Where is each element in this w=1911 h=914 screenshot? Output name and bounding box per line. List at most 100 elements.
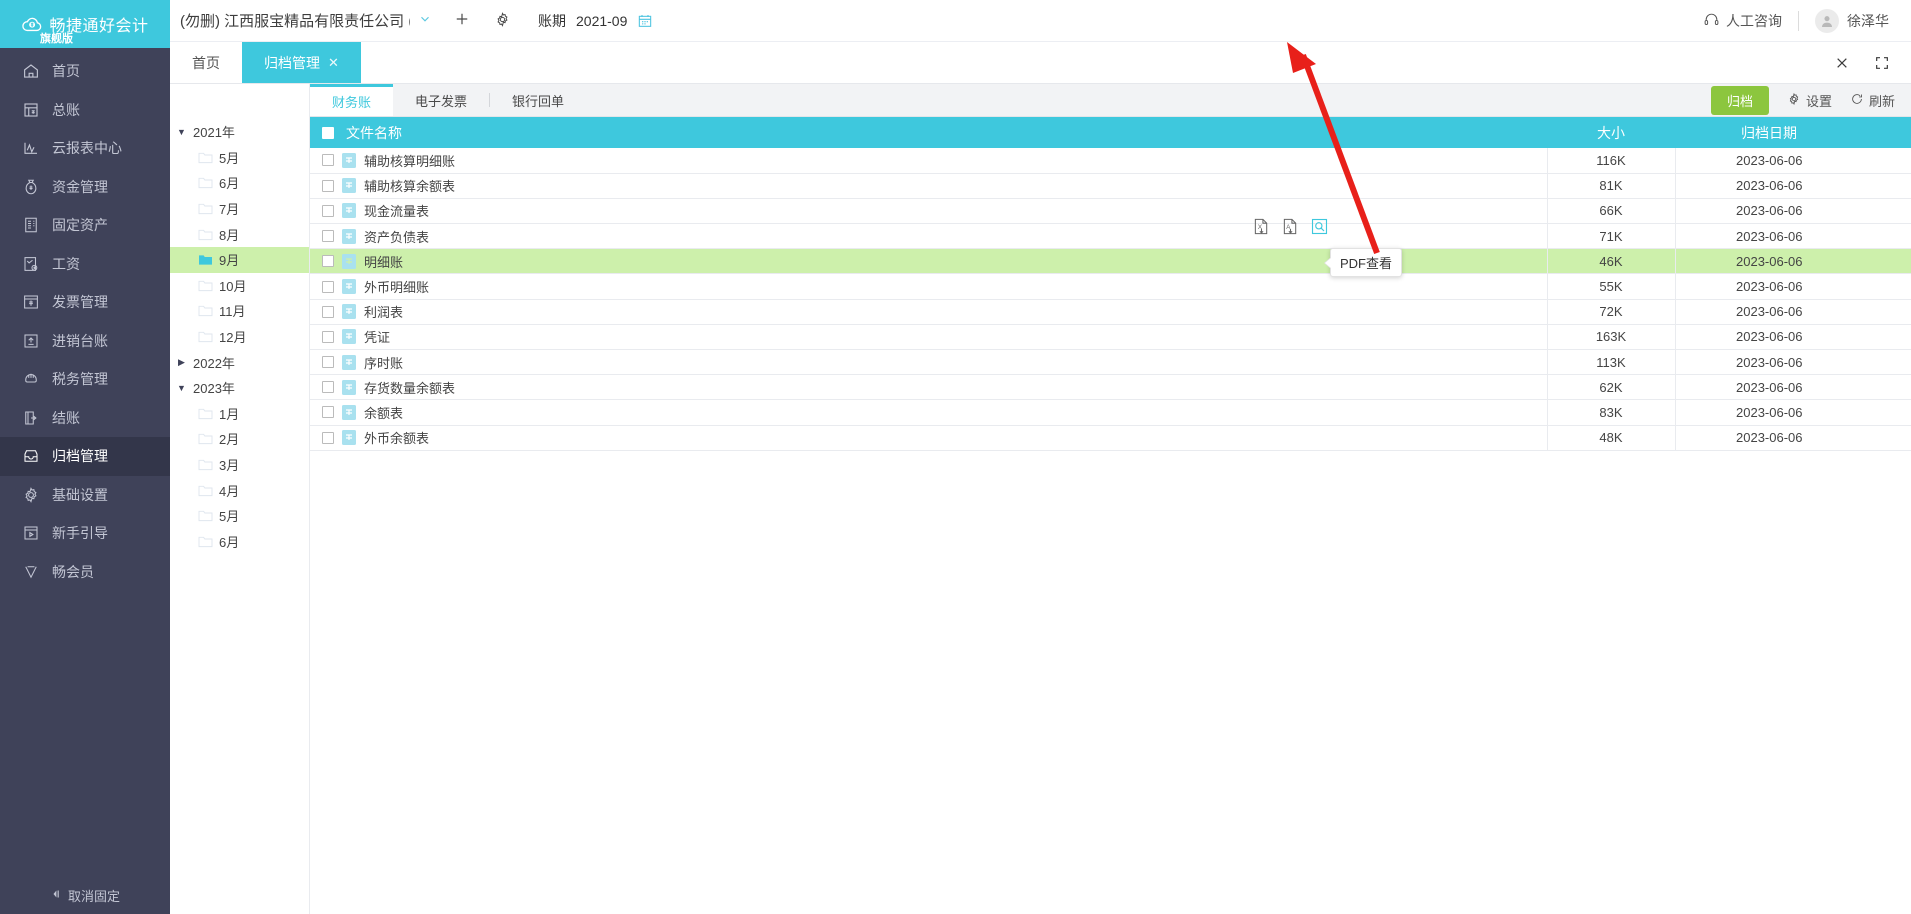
cell-size: 83K [1546,399,1675,426]
tree-node-month[interactable]: 5月 [170,503,309,529]
tab-home[interactable]: 首页 [170,42,242,83]
user-name: 徐泽华 [1847,12,1889,29]
sidebar-item-archive-management[interactable]: 归档管理 [0,437,170,476]
table-row-selected[interactable]: 明细账 46K 2023-06-06 [310,248,1911,275]
pdf-download-icon[interactable]: A [1282,218,1299,235]
cell-size: 71K [1546,223,1675,250]
caret-right-icon[interactable]: ▶ [178,356,185,367]
avatar [1815,8,1839,33]
row-checkbox[interactable] [322,230,334,243]
caret-down-icon[interactable]: ▼ [177,126,186,137]
table-row[interactable]: 序时账 113K 2023-06-06 [310,349,1911,376]
add-company-button[interactable] [452,11,472,31]
row-checkbox[interactable] [322,431,334,444]
table-row[interactable]: 辅助核算明细账 116K 2023-06-06 [310,148,1911,174]
subtab-financial-books[interactable]: 财务账 [310,84,394,116]
calendar-icon[interactable] [637,13,653,29]
sidebar-item-fund-management[interactable]: 资金管理 [0,168,170,207]
row-checkbox[interactable] [322,356,334,369]
cell-spacer [1863,223,1911,250]
column-header-date: 归档日期 [1675,117,1863,148]
tree-node-month[interactable]: 8月 [170,221,309,247]
close-icon[interactable]: ✕ [328,54,339,70]
tree-node-month-selected[interactable]: 9月 [170,246,309,273]
company-selector[interactable]: (勿删) 江西服宝精品有限责任公司 (... [180,10,432,31]
close-all-tabs-button[interactable] [1833,54,1851,72]
sidebar-item-cloud-reports[interactable]: 云报表中心 [0,129,170,168]
row-checkbox[interactable] [322,255,334,268]
sidebar-item-invoice-management[interactable]: 发票管理 [0,283,170,322]
tree-node-label: 2022年 [193,355,235,371]
tree-node-month[interactable]: 6月 [170,529,309,555]
tree-node-label: 3月 [219,458,240,474]
tax-icon [22,370,40,388]
settings-button[interactable]: 设置 [1787,91,1832,110]
refresh-button[interactable]: 刷新 [1850,91,1895,110]
table-row[interactable]: 利润表 72K 2023-06-06 [310,299,1911,325]
table-row[interactable]: 外币余额表 48K 2023-06-06 [310,425,1911,451]
cell-filename: 现金流量表 [310,198,1547,225]
row-checkbox[interactable] [322,179,334,192]
filename-label: 资产负债表 [364,229,430,245]
subtab-bank-receipt[interactable]: 银行回单 [490,84,586,116]
table-row[interactable]: 现金流量表 66K 2023-06-06 [310,198,1911,225]
tab-archive-management[interactable]: 归档管理 ✕ [242,42,361,83]
table-row[interactable]: 外币明细账 55K 2023-06-06 [310,273,1911,300]
tree-node-month[interactable]: 4月 [170,477,309,503]
caret-down-icon[interactable]: ▼ [177,382,186,393]
sidebar-collapse-button[interactable]: 取消固定 [0,876,170,914]
sidebar-item-payroll[interactable]: 工资 [0,245,170,284]
sidebar-item-basic-settings[interactable]: 基础设置 [0,476,170,515]
row-checkbox[interactable] [322,305,334,318]
tree-node-month[interactable]: 2月 [170,426,309,452]
fullscreen-icon[interactable] [1873,54,1891,72]
table-row[interactable]: 余额表 83K 2023-06-06 [310,399,1911,426]
archive-button[interactable]: 归档 [1710,85,1769,115]
tree-node-label: 11月 [219,304,246,320]
tree-node-month[interactable]: 1月 [170,401,309,427]
accounting-period[interactable]: 账期 2021-09 [538,11,653,31]
tree-node-month[interactable]: 6月 [170,170,309,196]
row-checkbox[interactable] [322,406,334,419]
row-checkbox[interactable] [322,154,334,167]
tree-node-month[interactable]: 7月 [170,196,309,222]
sidebar-item-general-ledger[interactable]: 总账 [0,91,170,130]
folder-icon [198,407,213,420]
topbar-settings-button[interactable] [492,11,512,31]
cell-size: 46K [1546,248,1675,275]
table-row[interactable]: 资产负债表 71K 2023-06-06 [310,223,1911,250]
gear-icon [22,486,40,504]
cell-filename: 资产负债表 [310,223,1547,250]
table-row[interactable]: 辅助核算余额表 81K 2023-06-06 [310,173,1911,199]
sidebar-item-vip-member[interactable]: 畅会员 [0,553,170,592]
tree-node-month[interactable]: 10月 [170,273,309,299]
tree-node-year[interactable]: ▼ 2023年 [170,375,309,401]
human-consult-button[interactable]: 人工咨询 [1703,11,1782,31]
folder-tree: ▼ 2021年 5月 6月 7月 8月 [170,84,310,914]
pdf-preview-icon[interactable] [1311,218,1328,235]
cell-filename: 序时账 [310,349,1547,376]
tree-node-month[interactable]: 3月 [170,452,309,478]
sidebar-item-home[interactable]: 首页 [0,52,170,91]
row-checkbox[interactable] [322,381,334,394]
table-row[interactable]: 存货数量余额表 62K 2023-06-06 [310,374,1911,401]
sidebar-item-close-books[interactable]: 结账 [0,399,170,438]
tree-node-month[interactable]: 12月 [170,324,309,350]
excel-download-icon[interactable]: X [1253,218,1270,235]
sidebar-item-tax-management[interactable]: 税务管理 [0,360,170,399]
tree-node-month[interactable]: 5月 [170,145,309,171]
select-all-checkbox[interactable] [322,126,334,139]
row-checkbox[interactable] [322,280,334,293]
tree-node-year[interactable]: ▶ 2022年 [170,349,309,375]
sidebar-item-fixed-assets[interactable]: 固定资产 [0,206,170,245]
row-checkbox[interactable] [322,204,334,217]
user-menu[interactable]: 徐泽华 [1815,8,1889,33]
table-row[interactable]: 凭证 163K 2023-06-06 [310,324,1911,351]
tree-node-year[interactable]: ▼ 2021年 [170,119,309,145]
tree-node-month[interactable]: 11月 [170,298,309,324]
sidebar-item-beginner-guide[interactable]: 新手引导 [0,514,170,553]
row-action-buttons: X A [1253,218,1328,235]
row-checkbox[interactable] [322,330,334,343]
subtab-e-invoice[interactable]: 电子发票 [393,84,489,116]
sidebar-item-inventory-ledger[interactable]: 进销台账 [0,322,170,361]
